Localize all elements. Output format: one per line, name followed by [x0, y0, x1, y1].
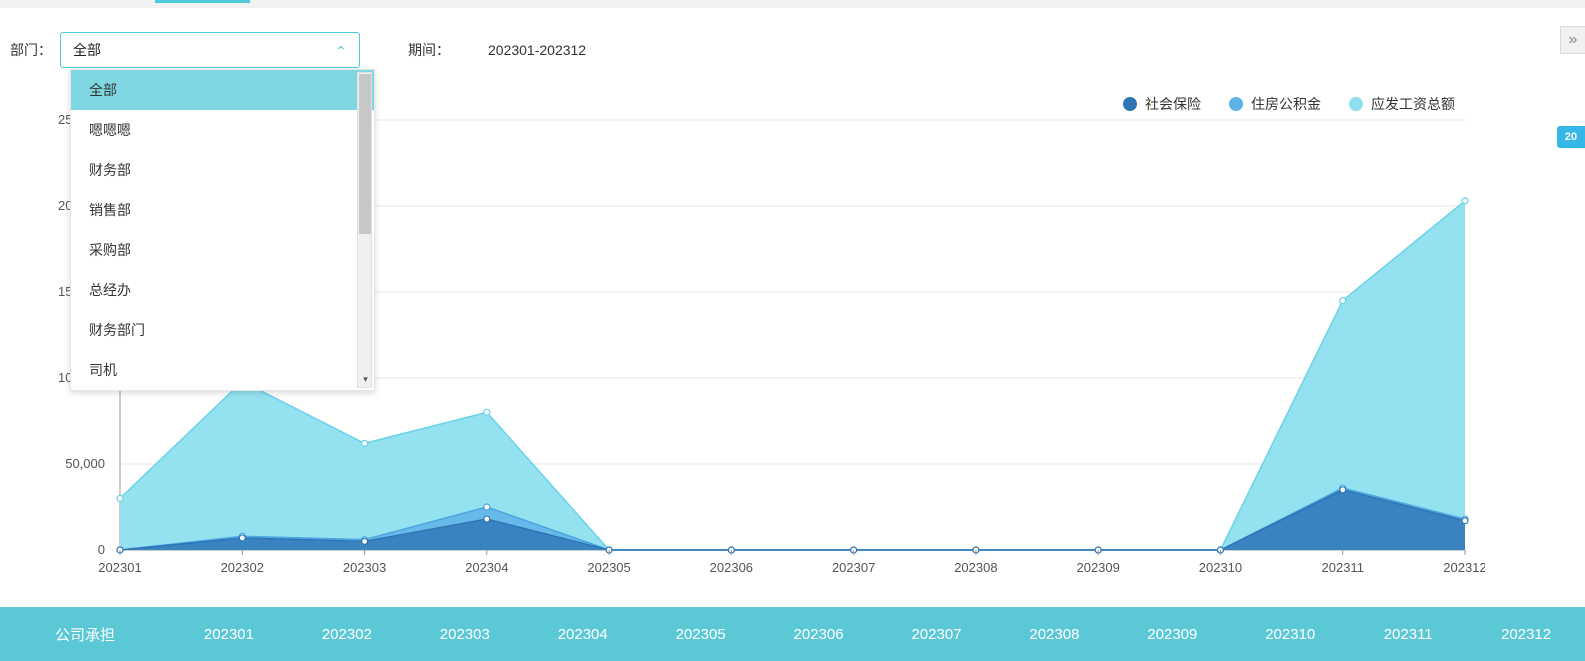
legend-label: 住房公积金 [1251, 94, 1321, 114]
dropdown-option[interactable]: 嗯嗯嗯 [71, 110, 374, 150]
legend-label: 社会保险 [1145, 94, 1201, 114]
period-label: 期间： [408, 40, 450, 60]
svg-text:202312: 202312 [1443, 560, 1485, 575]
dropdown-option[interactable]: 全部 [71, 70, 374, 110]
filter-bar: 部门： 全部 ⌄ 期间： 202301-202312 [0, 8, 1585, 68]
dept-select[interactable]: 全部 ⌄ [60, 32, 360, 68]
dropdown-option[interactable]: 财务部门 [71, 310, 374, 350]
svg-text:202302: 202302 [221, 560, 264, 575]
legend-item[interactable]: 住房公积金 [1229, 94, 1321, 114]
table-column-header[interactable]: 202305 [642, 607, 760, 661]
dropdown-option[interactable]: 总经办 [71, 270, 374, 310]
dropdown-option[interactable]: 财务部 [71, 150, 374, 190]
table-header-row: 公司承担202301202302202303202304202305202306… [0, 607, 1585, 661]
dropdown-scrollbar[interactable]: ▾ [357, 72, 372, 388]
table-column-header[interactable]: 202312 [1467, 607, 1585, 661]
table-column-header[interactable]: 202306 [760, 607, 878, 661]
side-badge[interactable]: 20 [1557, 126, 1585, 148]
chevron-up-icon: ⌄ [335, 42, 347, 59]
dropdown-option[interactable]: 销售部 [71, 190, 374, 230]
table-column-header[interactable]: 202304 [524, 607, 642, 661]
table-column-header[interactable]: 202308 [995, 607, 1113, 661]
table-column-header[interactable]: 202311 [1349, 607, 1467, 661]
active-tab-indicator [155, 0, 250, 3]
dept-select-value: 全部 [73, 40, 101, 60]
table-row-label: 公司承担 [0, 607, 170, 661]
legend-marker-icon [1229, 97, 1243, 111]
period-value: 202301-202312 [488, 42, 586, 58]
svg-text:202305: 202305 [587, 560, 630, 575]
table-column-header[interactable]: 202303 [406, 607, 524, 661]
svg-text:202311: 202311 [1322, 560, 1364, 575]
svg-text:202301: 202301 [98, 560, 141, 575]
table-column-header[interactable]: 202309 [1113, 607, 1231, 661]
chevron-down-icon[interactable]: ▾ [358, 372, 373, 387]
table-column-header[interactable]: 202302 [288, 607, 406, 661]
top-bar [0, 0, 1585, 8]
svg-text:202310: 202310 [1199, 560, 1242, 575]
svg-text:202308: 202308 [954, 560, 997, 575]
scrollbar-thumb[interactable] [359, 74, 371, 234]
dept-dropdown: 全部嗯嗯嗯财务部销售部采购部总经办财务部门司机 ▾ [70, 69, 375, 391]
legend-item[interactable]: 社会保险 [1123, 94, 1201, 114]
table-column-header[interactable]: 202310 [1231, 607, 1349, 661]
table-column-header[interactable]: 202307 [878, 607, 996, 661]
svg-text:202304: 202304 [465, 560, 508, 575]
table-column-header[interactable]: 202301 [170, 607, 288, 661]
svg-text:202306: 202306 [710, 560, 753, 575]
dept-label: 部门： [10, 40, 52, 60]
legend-item[interactable]: 应发工资总额 [1349, 94, 1455, 114]
legend-label: 应发工资总额 [1371, 94, 1455, 114]
svg-text:202307: 202307 [832, 560, 875, 575]
dropdown-option[interactable]: 司机 [71, 350, 374, 390]
svg-text:0: 0 [98, 542, 105, 557]
legend-marker-icon [1123, 97, 1137, 111]
chart-legend: 社会保险 住房公积金 应发工资总额 [1123, 94, 1455, 114]
dropdown-option[interactable]: 采购部 [71, 230, 374, 270]
svg-text:202303: 202303 [343, 560, 386, 575]
expand-panel-button[interactable]: » [1560, 26, 1585, 54]
legend-marker-icon [1349, 97, 1363, 111]
svg-text:202309: 202309 [1076, 560, 1119, 575]
svg-text:50,000: 50,000 [65, 456, 105, 471]
